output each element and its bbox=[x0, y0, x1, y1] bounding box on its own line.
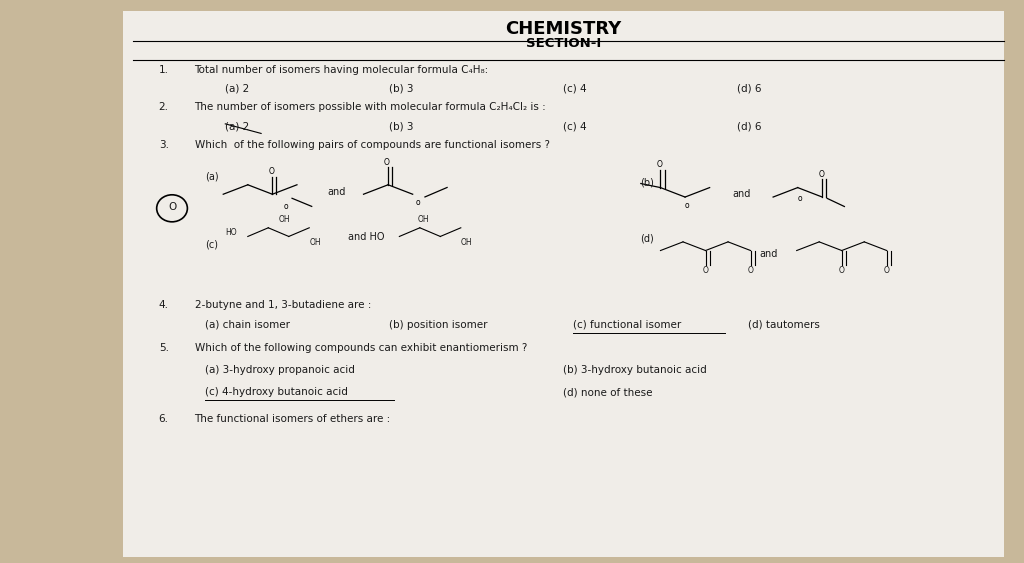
Text: 2-butyne and 1, 3-butadiene are :: 2-butyne and 1, 3-butadiene are : bbox=[195, 300, 371, 310]
Text: 2.: 2. bbox=[159, 102, 169, 113]
Text: (c) 4-hydroxy butanoic acid: (c) 4-hydroxy butanoic acid bbox=[205, 387, 348, 397]
Text: (d) 6: (d) 6 bbox=[737, 121, 762, 131]
Text: and: and bbox=[760, 249, 778, 259]
Text: OH: OH bbox=[279, 215, 290, 224]
FancyBboxPatch shape bbox=[123, 11, 1004, 557]
Text: 4.: 4. bbox=[159, 300, 169, 310]
Text: 5.: 5. bbox=[159, 343, 169, 354]
Text: O: O bbox=[168, 202, 176, 212]
Text: (d) none of these: (d) none of these bbox=[563, 387, 652, 397]
Text: 1.: 1. bbox=[159, 65, 169, 75]
Text: (a) 3-hydroxy propanoic acid: (a) 3-hydroxy propanoic acid bbox=[205, 365, 354, 375]
Text: O: O bbox=[748, 266, 754, 275]
Text: (c) 4: (c) 4 bbox=[563, 121, 587, 131]
Text: (c) 4: (c) 4 bbox=[563, 83, 587, 93]
Text: OH: OH bbox=[461, 238, 472, 247]
Text: Total number of isomers having molecular formula C₄H₈:: Total number of isomers having molecular… bbox=[195, 65, 488, 75]
Text: O: O bbox=[268, 167, 274, 176]
Text: (a) chain isomer: (a) chain isomer bbox=[205, 320, 290, 330]
Text: (b) 3-hydroxy butanoic acid: (b) 3-hydroxy butanoic acid bbox=[563, 365, 707, 375]
Text: CHEMISTRY: CHEMISTRY bbox=[505, 20, 622, 38]
Text: and HO: and HO bbox=[348, 232, 385, 242]
Text: Which  of the following pairs of compounds are functional isomers ?: Which of the following pairs of compound… bbox=[195, 140, 550, 150]
Text: OH: OH bbox=[309, 238, 321, 247]
Text: o: o bbox=[685, 201, 689, 210]
Text: 3.: 3. bbox=[159, 140, 169, 150]
Text: (a) 2: (a) 2 bbox=[225, 121, 250, 131]
Text: (d): (d) bbox=[640, 234, 653, 244]
Text: o: o bbox=[284, 202, 288, 211]
Text: O: O bbox=[884, 266, 890, 275]
Text: and: and bbox=[328, 187, 346, 197]
Text: Which of the following compounds can exhibit enantiomerism ?: Which of the following compounds can exh… bbox=[195, 343, 527, 354]
Text: O: O bbox=[839, 266, 845, 275]
Text: O: O bbox=[384, 158, 390, 167]
Text: The functional isomers of ethers are :: The functional isomers of ethers are : bbox=[195, 414, 391, 424]
Text: O: O bbox=[656, 160, 663, 169]
Text: (a) 2: (a) 2 bbox=[225, 83, 250, 93]
Text: o: o bbox=[798, 194, 802, 203]
Text: SECTION-I: SECTION-I bbox=[525, 37, 601, 50]
Text: (a): (a) bbox=[205, 172, 218, 182]
Text: (b): (b) bbox=[640, 177, 654, 187]
Text: (d) 6: (d) 6 bbox=[737, 83, 762, 93]
Text: (b) 3: (b) 3 bbox=[389, 121, 414, 131]
Text: The number of isomers possible with molecular formula C₂H₄Cl₂ is :: The number of isomers possible with mole… bbox=[195, 102, 547, 113]
Text: (b) 3: (b) 3 bbox=[389, 83, 414, 93]
Text: and: and bbox=[732, 189, 751, 199]
Text: HO: HO bbox=[225, 228, 237, 237]
Text: O: O bbox=[702, 266, 709, 275]
Text: 6.: 6. bbox=[159, 414, 169, 424]
Text: O: O bbox=[818, 170, 824, 179]
Text: (c): (c) bbox=[205, 239, 218, 249]
Text: (d) tautomers: (d) tautomers bbox=[748, 320, 819, 330]
Text: OH: OH bbox=[418, 215, 429, 224]
Text: o: o bbox=[416, 198, 421, 207]
Text: (c) functional isomer: (c) functional isomer bbox=[573, 320, 682, 330]
Text: (b) position isomer: (b) position isomer bbox=[389, 320, 487, 330]
